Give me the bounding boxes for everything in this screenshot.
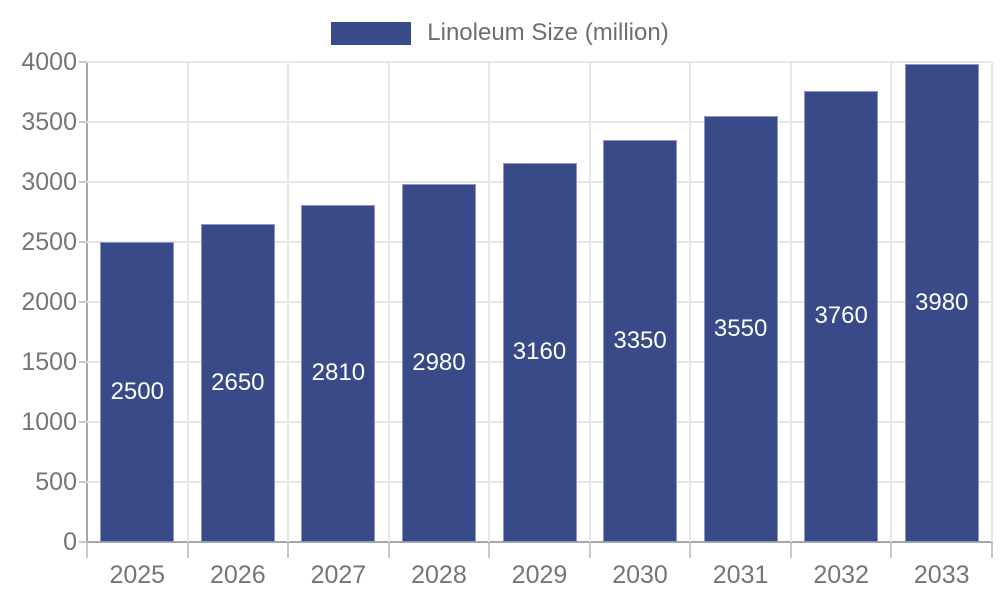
y-axis-tick [79, 481, 87, 483]
x-axis-tick [186, 543, 189, 558]
y-axis-tick [79, 301, 87, 303]
y-axis-tick [79, 61, 87, 63]
bar-value-label: 3980 [915, 289, 969, 317]
y-axis-tick [79, 121, 87, 123]
bar-value-label: 3160 [512, 338, 567, 366]
gridline-vertical [488, 62, 491, 542]
bar-2028: 2980 [401, 184, 476, 542]
x-axis-tick [789, 543, 792, 558]
x-axis-tick-label: 2028 [411, 561, 467, 589]
y-axis-line [86, 62, 88, 557]
y-axis-tick-label: 2500 [21, 228, 77, 256]
bar-2029: 3160 [502, 162, 577, 542]
x-axis-tick [387, 543, 390, 558]
gridline-vertical [186, 62, 189, 542]
y-axis-tick [79, 361, 87, 363]
bar-2025: 2500 [100, 242, 175, 542]
x-axis-tick [86, 543, 88, 558]
bar-value-label: 3350 [613, 327, 667, 354]
x-axis-tick [488, 543, 491, 558]
x-axis-tick-label: 2026 [210, 561, 266, 589]
bar-value-label: 2650 [211, 369, 265, 396]
y-axis-tick-label: 500 [35, 468, 77, 496]
legend[interactable]: Linoleum Size (million) [0, 19, 1000, 47]
x-axis-tick-label: 2030 [612, 561, 668, 589]
y-axis-tick-label: 4000 [21, 48, 77, 76]
bar-2033: 3980 [904, 64, 979, 542]
bar-2027: 2810 [301, 204, 376, 542]
x-axis-tick [991, 543, 993, 558]
y-axis-tick-label: 2000 [21, 288, 77, 316]
x-axis-tick-label: 2032 [813, 561, 869, 589]
x-axis-tick-label: 2029 [511, 561, 568, 589]
gridline-vertical [890, 62, 893, 542]
x-axis-tick [890, 543, 893, 558]
y-axis-tick-label: 0 [63, 528, 77, 556]
bar-value-label: 2980 [412, 349, 466, 377]
bar-value-label: 3760 [814, 302, 868, 330]
gridline-vertical [387, 62, 390, 542]
x-axis-tick-label: 2025 [109, 561, 166, 589]
gridline-horizontal [87, 121, 992, 123]
gridline-vertical [689, 62, 692, 542]
x-axis-tick [588, 543, 591, 558]
y-axis-tick-label: 1000 [21, 408, 77, 436]
x-axis-tick-label: 2031 [712, 561, 769, 589]
y-axis-tick [79, 181, 87, 183]
legend-label: Linoleum Size (million) [427, 19, 669, 46]
bar-2026: 2650 [200, 224, 275, 542]
bar-value-label: 2500 [110, 378, 164, 405]
gridline-vertical [991, 62, 993, 542]
x-axis-line [87, 541, 993, 543]
bar-2031: 3550 [703, 116, 778, 542]
x-axis-tick-label: 2033 [913, 561, 970, 589]
x-axis-tick [689, 543, 692, 558]
y-axis-tick-label: 3500 [21, 108, 77, 136]
gridline-horizontal [87, 61, 992, 63]
plot-area: 2500 2650 2810 2980 3160 3350 3550 3760 3980 [87, 61, 993, 542]
gridline-vertical [789, 62, 792, 542]
legend-swatch [331, 21, 412, 45]
y-axis-tick-label: 3000 [21, 168, 77, 196]
y-axis-tick-label: 1500 [21, 348, 77, 376]
bar-value-label: 3550 [713, 315, 768, 342]
y-axis-tick [79, 541, 87, 543]
x-axis-tick [287, 543, 290, 558]
y-axis-tick [79, 421, 87, 423]
x-axis-tick-label: 2027 [310, 561, 367, 589]
y-axis-tick [79, 241, 87, 243]
bar-value-label: 2810 [311, 359, 366, 387]
gridline-vertical [287, 62, 290, 542]
bar-2030: 3350 [603, 140, 678, 542]
gridline-vertical [588, 62, 591, 542]
bar-2032: 3760 [804, 90, 879, 542]
